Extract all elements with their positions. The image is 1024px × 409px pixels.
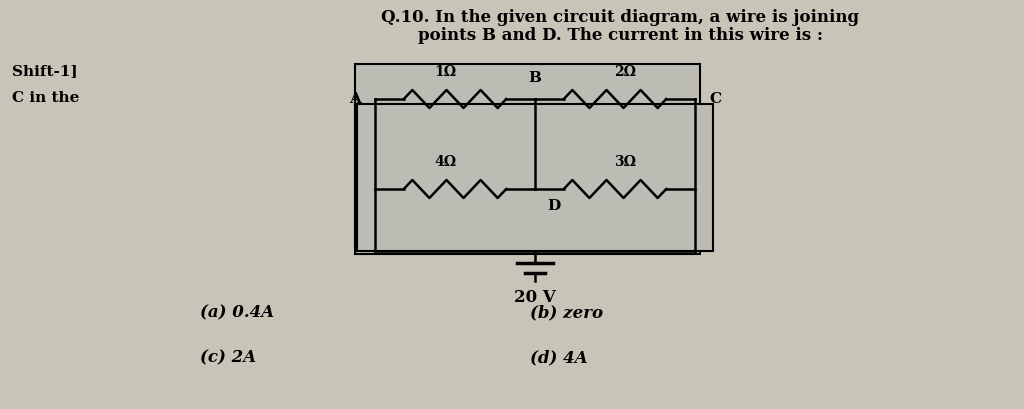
Text: 1Ω: 1Ω (434, 65, 456, 79)
Text: 20 V: 20 V (514, 289, 556, 306)
Text: C in the: C in the (12, 91, 80, 105)
Text: 3Ω: 3Ω (614, 155, 636, 169)
Text: (c) 2A: (c) 2A (200, 349, 256, 366)
Text: Q.10. In the given circuit diagram, a wire is joining: Q.10. In the given circuit diagram, a wi… (381, 9, 859, 26)
Text: 4Ω: 4Ω (434, 155, 456, 169)
Text: A: A (349, 92, 361, 106)
Text: points B and D. The current in this wire is :: points B and D. The current in this wire… (418, 27, 822, 44)
Text: B: B (528, 71, 542, 85)
Bar (355, 64, 700, 254)
Text: 2Ω: 2Ω (614, 65, 636, 79)
Bar (357, 104, 713, 251)
Text: D: D (547, 199, 560, 213)
Text: Shift-1]: Shift-1] (12, 64, 78, 78)
Text: C: C (709, 92, 721, 106)
Text: (a) 0.4A: (a) 0.4A (200, 304, 274, 321)
Text: (d) 4A: (d) 4A (530, 349, 588, 366)
Text: (b) zero: (b) zero (530, 304, 603, 321)
